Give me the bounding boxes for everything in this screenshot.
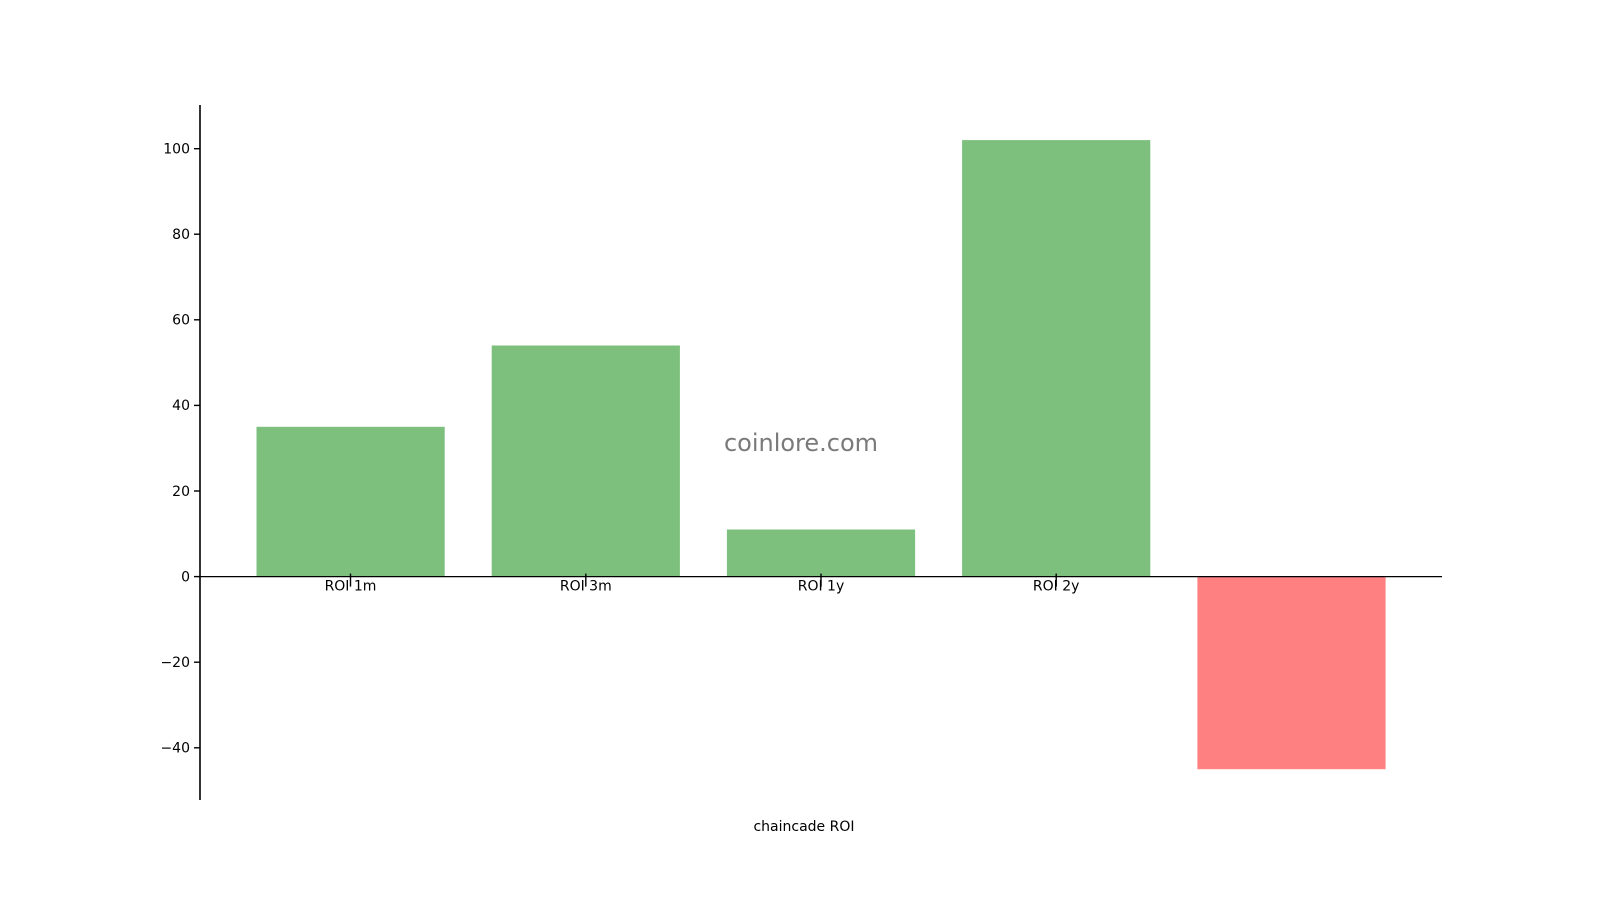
bars-layer <box>256 140 1386 770</box>
y-tick-label-60: 60 <box>172 313 190 329</box>
x-tick-label-roi-2y: ROI 2y <box>1033 579 1080 595</box>
bar-roi-1y <box>726 529 916 577</box>
x-tick-label-roi-1m: ROI 1m <box>325 579 377 595</box>
y-tick-label-40: 40 <box>172 398 190 414</box>
x-tick-label-roi-1y: ROI 1y <box>798 579 845 595</box>
y-tick-label-80: 80 <box>172 227 190 243</box>
y-tick-label--40: −40 <box>160 741 190 757</box>
y-tick-label-100: 100 <box>163 142 190 158</box>
x-tick-label-roi-3m: ROI 3m <box>560 579 612 595</box>
y-tick-label-0: 0 <box>181 569 190 585</box>
x-axis-title: chaincade ROI <box>753 819 854 835</box>
bar-roi-2y <box>962 140 1151 577</box>
y-tick-label--20: −20 <box>160 655 190 671</box>
axes-layer: 100 80 60 40 20 0 −20 −40 ROI 1m ROI 3m ROI 1y ROI … <box>160 105 1442 800</box>
bar-unlabeled <box>1197 576 1386 770</box>
bar-roi-1m <box>256 426 445 577</box>
y-tick-label-20: 20 <box>172 484 190 500</box>
bar-roi-3m <box>491 345 680 577</box>
watermark-text: coinlore.com <box>724 429 878 457</box>
